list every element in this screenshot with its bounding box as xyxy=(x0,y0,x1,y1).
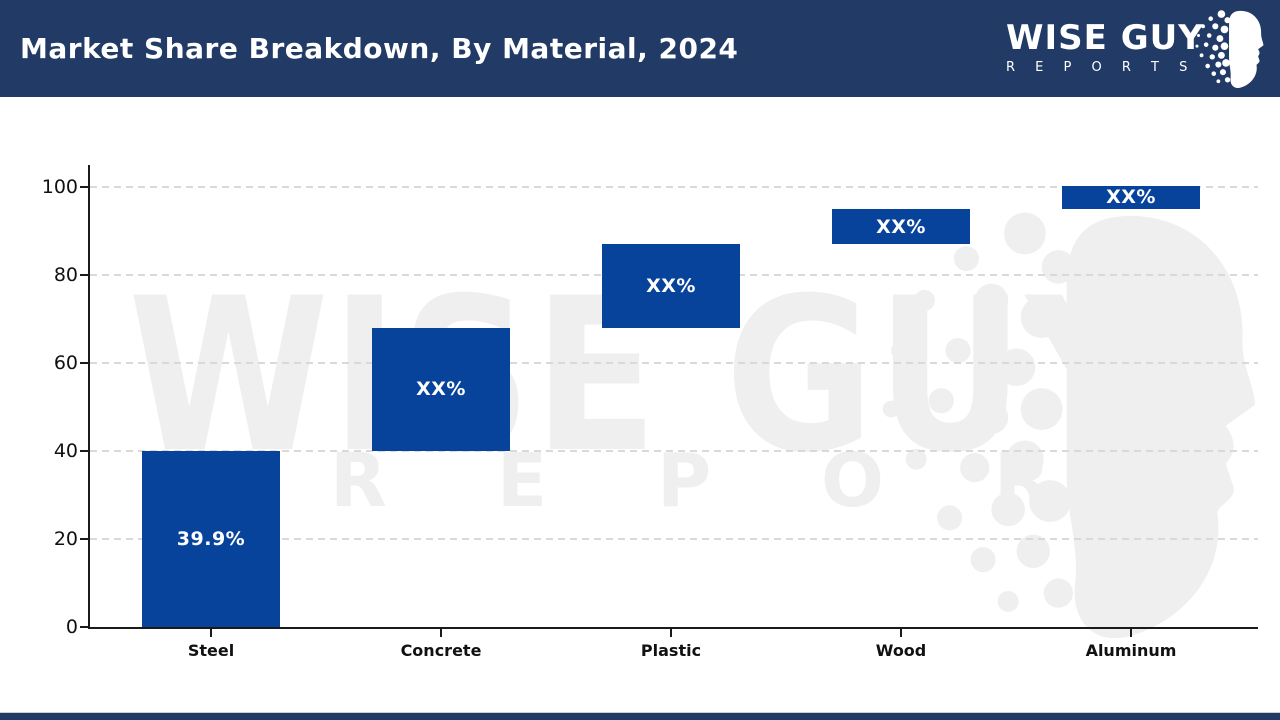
x-tick-steel xyxy=(210,629,212,637)
footer-bar xyxy=(0,713,1280,720)
x-tick-concrete xyxy=(440,629,442,637)
page-title: Market Share Breakdown, By Material, 202… xyxy=(20,32,739,65)
y-tick-label-0: 0 xyxy=(65,616,78,638)
bar-value-label-steel: 39.9% xyxy=(176,528,246,551)
y-tick-label-80: 80 xyxy=(53,264,78,286)
x-tick-label-aluminum: Aluminum xyxy=(1085,641,1177,660)
x-tick-label-concrete: Concrete xyxy=(400,641,482,660)
gridline-20 xyxy=(90,538,1258,540)
x-tick-label-plastic: Plastic xyxy=(640,641,702,660)
bar-steel: 39.9% xyxy=(142,451,280,627)
bar-aluminum: XX% xyxy=(1062,185,1200,209)
y-tick-60 xyxy=(80,362,88,364)
bar-wood: XX% xyxy=(832,209,970,245)
y-tick-80 xyxy=(80,274,88,276)
logo-text: WISE GUY R E P O R T S xyxy=(1006,18,1204,75)
y-tick-label-60: 60 xyxy=(53,352,78,374)
x-tick-label-wood: Wood xyxy=(875,641,927,660)
x-tick-plastic xyxy=(670,629,672,637)
bar-value-label-aluminum: XX% xyxy=(1106,186,1156,209)
x-tick-wood xyxy=(900,629,902,637)
gridline-60 xyxy=(90,362,1258,364)
x-axis-line xyxy=(88,627,1258,629)
y-axis-line xyxy=(88,165,90,629)
footer-divider xyxy=(0,712,1280,713)
y-tick-label-40: 40 xyxy=(53,440,78,462)
logo-subtitle: R E P O R T S xyxy=(1006,60,1196,75)
y-tick-20 xyxy=(80,538,88,540)
bar-value-label-plastic: XX% xyxy=(646,274,696,297)
brand-logo: WISE GUY R E P O R T S xyxy=(1006,4,1266,94)
gridline-40 xyxy=(90,450,1258,452)
bar-concrete: XX% xyxy=(372,327,510,451)
logo-face-icon xyxy=(1195,10,1264,89)
logo-wordmark: WISE GUY xyxy=(1006,18,1204,58)
watermark-face-icon xyxy=(882,212,1255,639)
y-tick-label-20: 20 xyxy=(53,528,78,550)
y-tick-0 xyxy=(80,626,88,628)
x-tick-aluminum xyxy=(1130,629,1132,637)
bar-value-label-concrete: XX% xyxy=(416,378,466,401)
bar-value-label-wood: XX% xyxy=(876,215,926,238)
y-tick-40 xyxy=(80,450,88,452)
gridline-100 xyxy=(90,186,1258,188)
y-tick-100 xyxy=(80,186,88,188)
bar-plastic: XX% xyxy=(602,244,740,328)
x-tick-label-steel: Steel xyxy=(187,641,235,660)
y-tick-label-100: 100 xyxy=(41,176,78,198)
header-bar: Market Share Breakdown, By Material, 202… xyxy=(0,0,1280,97)
